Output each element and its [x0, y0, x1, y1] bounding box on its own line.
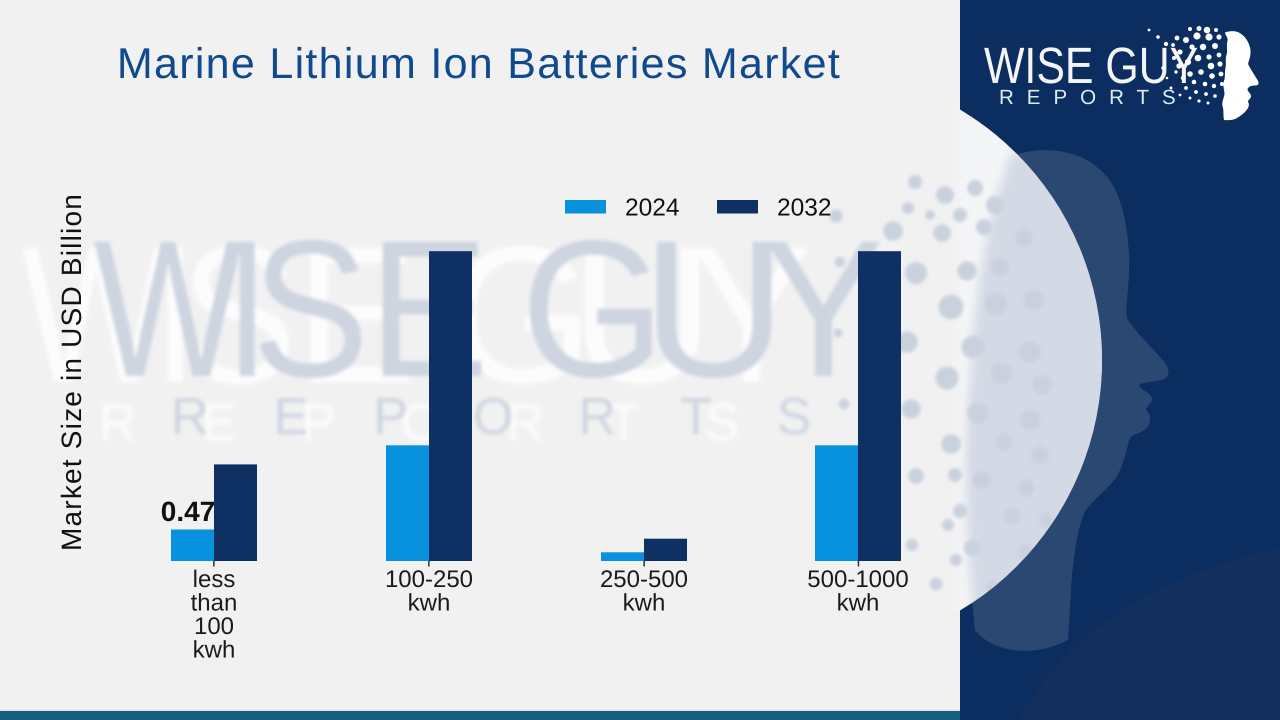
svg-text:kwh: kwh [623, 590, 666, 617]
svg-text:2024: 2024 [625, 195, 680, 222]
svg-text:than: than [191, 590, 238, 617]
svg-text:100-250: 100-250 [385, 566, 473, 593]
svg-text:WISE GUY: WISE GUY [984, 37, 1198, 94]
svg-text:kwh: kwh [837, 590, 880, 617]
svg-text:Marine Lithium Ion Batteries M: Marine Lithium Ion Batteries Market [117, 40, 841, 88]
svg-text:100: 100 [194, 613, 234, 640]
svg-text:less: less [193, 566, 236, 593]
svg-text:Market Size in USD Billion: Market Size in USD Billion [56, 193, 87, 551]
svg-text:kwh: kwh [193, 637, 236, 664]
svg-text:REPORTS: REPORTS [999, 86, 1189, 109]
svg-text:2032: 2032 [777, 195, 832, 222]
svg-text:kwh: kwh [408, 590, 451, 617]
svg-text:250-500: 250-500 [600, 566, 688, 593]
svg-text:500-1000: 500-1000 [807, 566, 908, 593]
svg-text:0.47: 0.47 [161, 496, 216, 527]
